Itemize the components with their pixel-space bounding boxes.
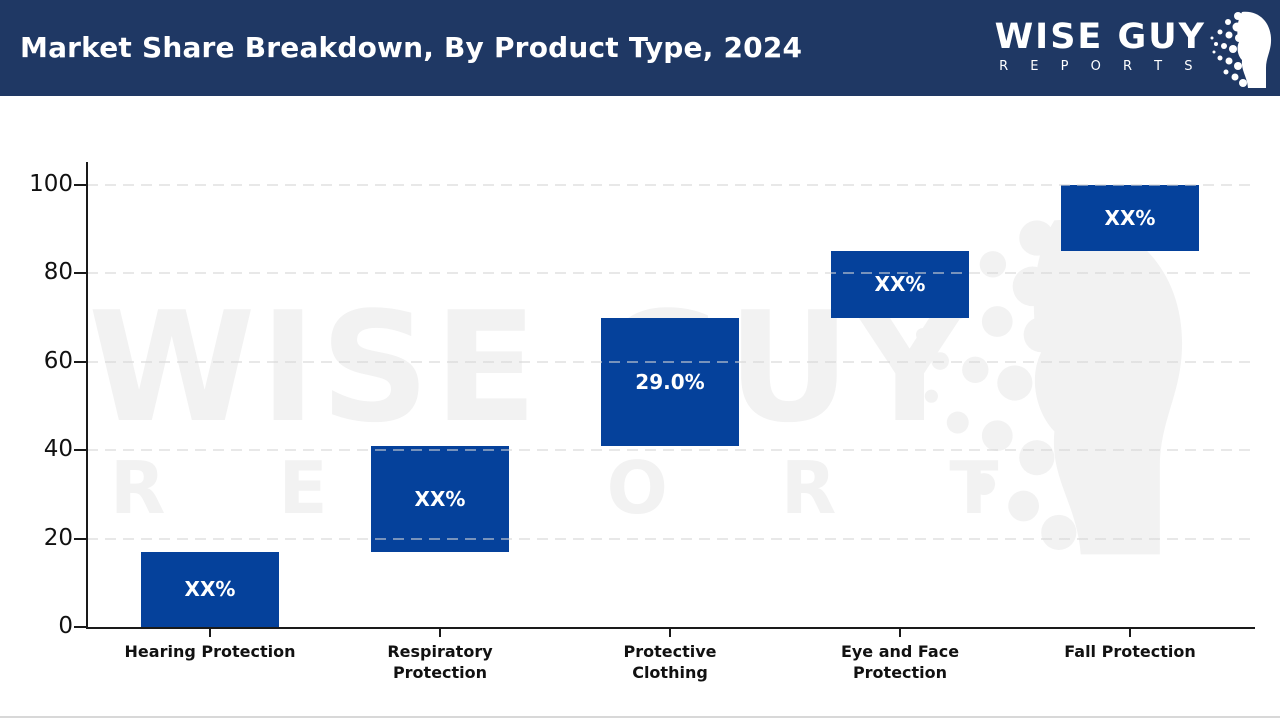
y-axis-tick-label: 100	[29, 171, 73, 197]
watermark-wordmark: WISE GUY	[88, 279, 969, 456]
x-category-label: Protective Clothing	[555, 641, 785, 683]
bar-value-label: XX%	[1104, 206, 1156, 231]
bar-protective-clothing: 29.0%	[601, 317, 739, 446]
y-axis-line	[86, 162, 88, 629]
logo-face-icon	[1210, 11, 1272, 88]
logo-text: WISE GUY R E P O R T S	[995, 18, 1206, 76]
y-gridline	[87, 537, 1254, 540]
y-gridline	[87, 272, 1254, 275]
y-axis-tick-label: 80	[43, 259, 73, 286]
y-axis-tick	[74, 184, 86, 186]
x-category-line: Hearing Protection	[124, 642, 296, 661]
x-category-line: Fall Protection	[1064, 642, 1196, 661]
y-gridline	[87, 360, 1254, 363]
x-axis-tick	[1129, 629, 1131, 637]
bar-eye-and-face-protection: XX%	[831, 251, 969, 318]
x-category-label: Respiratory Protection	[325, 641, 555, 683]
y-axis-tick	[74, 360, 86, 363]
wise-guy-logo: WISE GUY R E P O R T S	[995, 4, 1274, 92]
y-axis-tick-label: 20	[43, 524, 73, 551]
logo-subtitle: R E P O R T S	[999, 59, 1202, 74]
bar-fall-protection: XX%	[1061, 185, 1199, 252]
page-title: Market Share Breakdown, By Product Type,…	[20, 31, 803, 64]
x-category-line: Respiratory	[387, 642, 493, 661]
y-axis-tick	[74, 537, 86, 540]
x-axis-tick	[439, 629, 441, 637]
bottom-divider	[0, 716, 1280, 718]
header-bar: Market Share Breakdown, By Product Type,…	[0, 0, 1280, 96]
y-axis-tick-label: 40	[43, 436, 73, 463]
x-category-line: Protection	[392, 663, 488, 682]
x-category-label: Fall Protection	[1015, 641, 1245, 662]
y-gridline	[87, 184, 1254, 186]
x-category-line: Clothing	[632, 663, 708, 682]
x-axis-tick	[899, 629, 901, 637]
y-gridline	[87, 449, 1254, 452]
y-axis-tick	[74, 449, 86, 452]
bar-value-label: 29.0%	[635, 369, 705, 394]
watermark-subtitle: R E P O R T S	[110, 446, 1208, 530]
x-axis-line	[86, 627, 1255, 629]
x-category-line: Eye and Face	[840, 642, 960, 661]
x-category-line: Protective	[623, 642, 717, 661]
x-category-label: Hearing Protection	[95, 641, 325, 662]
bar-value-label: XX%	[874, 272, 926, 297]
x-axis-tick	[209, 629, 211, 637]
bar-hearing-protection: XX%	[141, 551, 279, 627]
y-axis-tick-label: 60	[43, 347, 73, 374]
bar-respiratory-protection: XX%	[371, 445, 509, 552]
x-axis-tick	[669, 629, 671, 637]
bar-value-label: XX%	[184, 577, 236, 602]
logo-wordmark: WISE GUY	[994, 17, 1206, 57]
x-category-line: Protection	[852, 663, 948, 682]
bar-value-label: XX%	[414, 486, 466, 511]
y-axis-tick	[74, 626, 86, 628]
x-category-label: Eye and Face Protection	[785, 641, 1015, 683]
y-axis-tick-label: 0	[58, 613, 73, 639]
y-axis-tick	[74, 272, 86, 275]
watermark-face-icon	[915, 219, 1183, 555]
